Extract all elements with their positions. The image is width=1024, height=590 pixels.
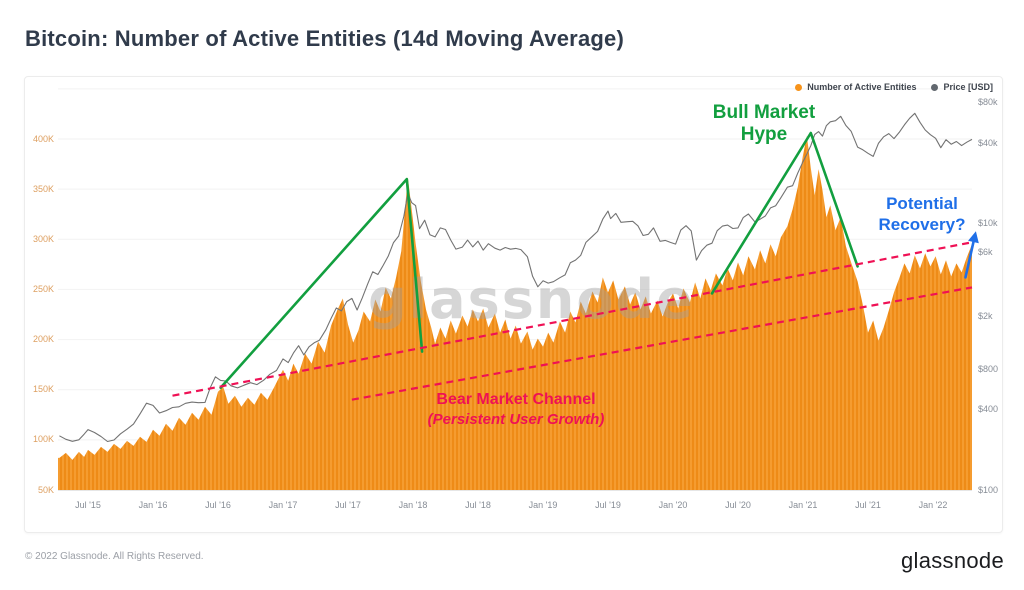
y-left-tick: 400K [32,133,54,144]
x-axis-tick: Jan '16 [138,500,168,510]
bear-channel-line [172,241,973,397]
active-entities-area [58,136,972,490]
y-right-tick: $2k [978,311,993,322]
y-left-tick: 300K [32,233,54,244]
annotation-line: Bear Market Channel [436,391,596,408]
annotation-line: Hype [740,124,788,145]
x-axis-tick: Jan '20 [658,500,688,510]
x-axis-tick: Jul '17 [335,500,361,510]
x-axis-tick: Jul '18 [465,500,491,510]
bull-triangle-line [219,177,424,390]
glassnode-logo: glassnode [901,548,1004,573]
x-axis-tick: Jan '22 [918,500,948,510]
y-left-tick: 50K [37,484,54,495]
legend-dot-icon [931,83,939,91]
annotation-potential-recovery: Potential Recovery? [852,193,992,235]
legend-item-price-usd-[interactable]: Price [USD] [931,82,993,92]
annotation-line: Bull Market [712,102,816,123]
legend-dot-icon [795,83,803,91]
x-axis-tick: Jan '17 [268,500,298,510]
annotation-bear-market-channel: Bear Market Channel (Persistent User Gro… [406,389,626,430]
recovery-arrow-shaft [964,237,976,279]
legend-label: Number of Active Entities [807,82,917,92]
page-title: Bitcoin: Number of Active Entities (14d … [25,26,624,51]
x-axis-tick: Jul '21 [855,500,881,510]
glassnode-watermark: glassnode [368,268,695,331]
y-right-tick: $10k [978,217,998,228]
y-right-tick: $400 [978,404,999,415]
legend-label: Price [USD] [943,82,993,92]
y-left-tick: 200K [32,334,54,345]
bull-triangle-line [710,131,859,295]
x-axis-tick: Jul '15 [75,500,101,510]
chart-legend: Number of Active Entities Price [USD] [795,82,993,92]
x-axis-tick: Jan '18 [398,500,428,510]
y-left-tick: 250K [32,283,54,294]
legend-item-number-of-active-entities[interactable]: Number of Active Entities [795,82,916,92]
recovery-arrow-head [968,231,979,244]
annotation-bull-market-hype: Bull Market Hype [688,102,840,146]
x-axis-tick: Jan '19 [528,500,558,510]
x-axis-tick: Jul '19 [595,500,621,510]
copyright-text: © 2022 Glassnode. All Rights Reserved. [25,551,204,562]
bear-channel-line [351,286,973,401]
x-axis-tick: Jan '21 [788,500,818,510]
y-right-tick: $6k [978,247,993,258]
y-left-tick: 350K [32,183,54,194]
annotation-line: Recovery? [878,215,966,234]
y-right-tick: $80k [978,97,998,108]
y-right-tick: $800 [978,364,999,375]
annotation-line: (Persistent User Growth) [427,411,605,428]
y-right-tick: $100 [978,484,999,495]
y-right-tick: $40k [978,137,998,148]
y-left-tick: 100K [32,434,54,445]
price-line [59,112,973,443]
annotation-line: Potential [886,194,958,213]
x-axis-tick: Jul '16 [205,500,231,510]
y-left-tick: 150K [32,384,54,395]
x-axis-tick: Jul '20 [725,500,751,510]
